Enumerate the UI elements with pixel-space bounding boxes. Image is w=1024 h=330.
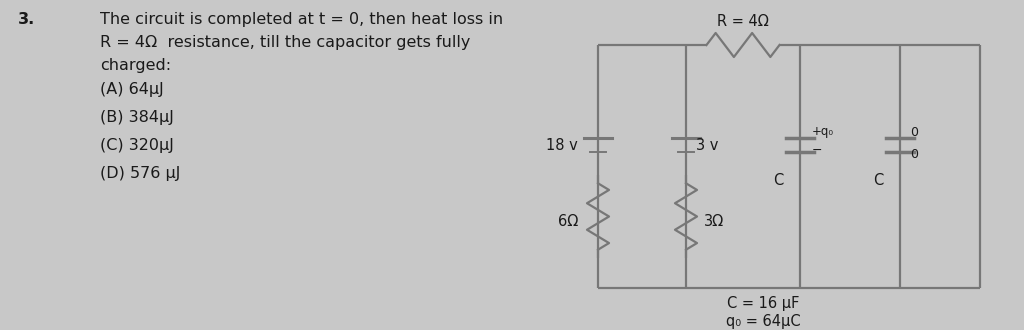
Text: 3.: 3.	[18, 12, 35, 27]
Text: C: C	[872, 173, 883, 188]
Text: 0: 0	[910, 148, 918, 161]
Text: (C) 320μJ: (C) 320μJ	[100, 138, 174, 153]
Text: C: C	[773, 173, 783, 188]
Text: (A) 64μJ: (A) 64μJ	[100, 82, 164, 97]
Text: C = 16 μF: C = 16 μF	[727, 296, 799, 311]
Text: The circuit is completed at t = 0, then heat loss in: The circuit is completed at t = 0, then …	[100, 12, 503, 27]
Text: 6Ω: 6Ω	[558, 214, 578, 229]
Text: charged:: charged:	[100, 58, 171, 73]
Text: 18 v: 18 v	[546, 138, 578, 152]
Text: +q₀: +q₀	[812, 124, 834, 138]
Text: (B) 384μJ: (B) 384μJ	[100, 110, 174, 125]
Text: 0: 0	[910, 126, 918, 140]
Text: −: −	[812, 144, 822, 156]
Text: q₀ = 64μC: q₀ = 64μC	[726, 314, 801, 329]
Text: R = 4Ω  resistance, till the capacitor gets fully: R = 4Ω resistance, till the capacitor ge…	[100, 35, 470, 50]
Text: R = 4Ω: R = 4Ω	[717, 14, 769, 29]
Text: 3Ω: 3Ω	[705, 214, 724, 229]
Text: (D) 576 μJ: (D) 576 μJ	[100, 166, 180, 181]
Text: 3 v: 3 v	[696, 138, 719, 152]
